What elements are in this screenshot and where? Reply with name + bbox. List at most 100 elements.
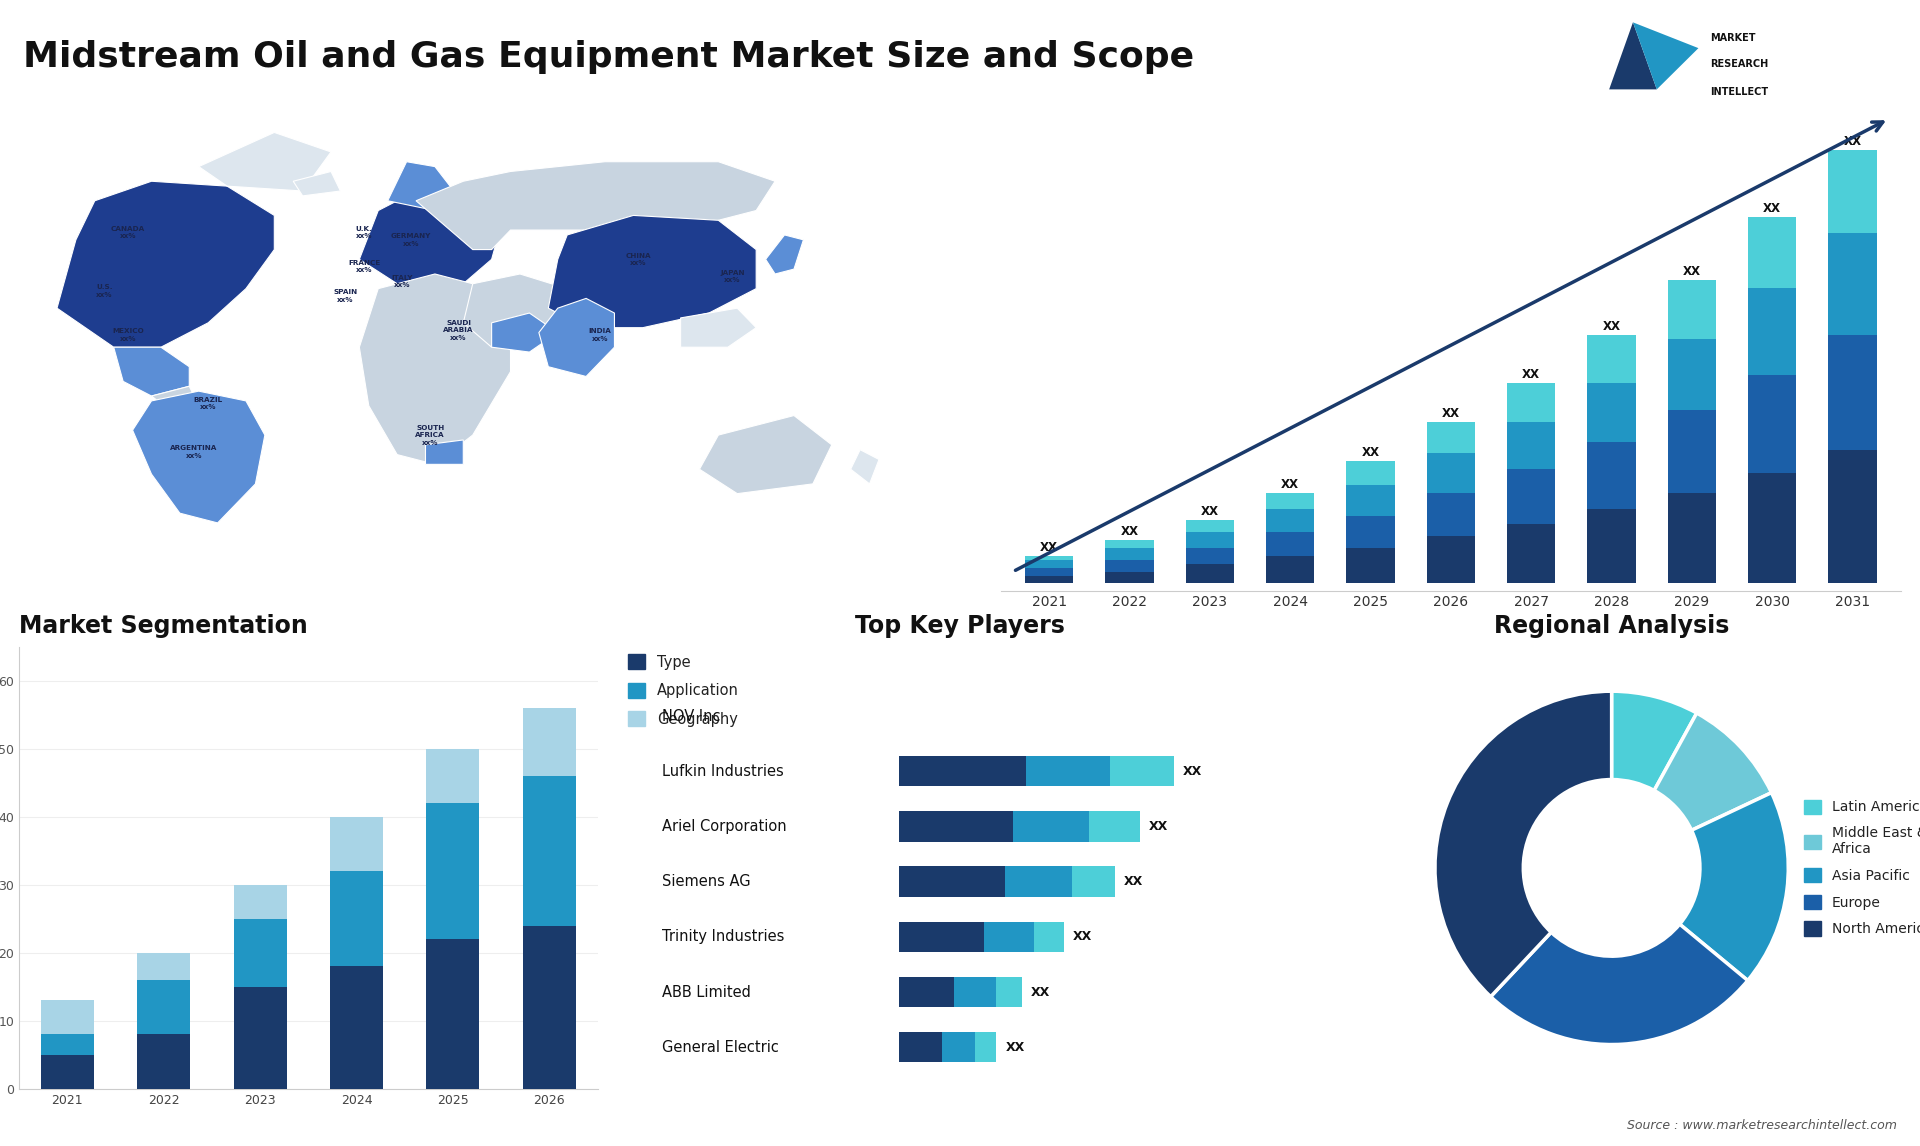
Polygon shape <box>1609 22 1657 89</box>
Text: NOV Inc: NOV Inc <box>662 708 720 723</box>
Bar <box>1187 564 1235 583</box>
Text: Lufkin Industries: Lufkin Industries <box>662 763 783 779</box>
Bar <box>426 749 480 803</box>
Polygon shape <box>388 162 453 211</box>
Text: RESEARCH: RESEARCH <box>1711 58 1768 69</box>
Polygon shape <box>294 172 340 196</box>
FancyBboxPatch shape <box>899 811 1014 841</box>
FancyBboxPatch shape <box>996 976 1021 1007</box>
Polygon shape <box>549 215 756 328</box>
Bar <box>234 987 286 1089</box>
FancyBboxPatch shape <box>899 921 983 952</box>
Bar <box>1507 383 1555 422</box>
Bar <box>1828 336 1876 449</box>
Text: SAUDI
ARABIA
xx%: SAUDI ARABIA xx% <box>444 320 474 340</box>
FancyBboxPatch shape <box>1025 756 1110 786</box>
Text: XX: XX <box>1041 541 1058 554</box>
Text: INDIA
xx%: INDIA xx% <box>589 328 612 342</box>
Text: SPAIN
xx%: SPAIN xx% <box>332 289 357 303</box>
Text: CANADA
xx%: CANADA xx% <box>111 226 146 240</box>
Text: XX: XX <box>1150 821 1169 833</box>
Bar <box>1265 532 1315 556</box>
Bar <box>1427 536 1475 583</box>
Bar <box>1346 517 1394 548</box>
Bar <box>1025 559 1073 567</box>
Bar <box>1507 422 1555 469</box>
Text: CHINA
xx%: CHINA xx% <box>626 252 651 266</box>
Text: ITALY
xx%: ITALY xx% <box>392 275 413 288</box>
Text: U.K.
xx%: U.K. xx% <box>355 226 372 240</box>
Text: MARKET: MARKET <box>1711 33 1755 42</box>
FancyBboxPatch shape <box>1004 866 1073 897</box>
Text: Source : www.marketresearchintellect.com: Source : www.marketresearchintellect.com <box>1626 1120 1897 1132</box>
Text: General Electric: General Electric <box>662 1039 780 1054</box>
Text: MEXICO
xx%: MEXICO xx% <box>111 328 144 342</box>
Bar <box>1187 548 1235 564</box>
Bar <box>138 952 190 980</box>
FancyBboxPatch shape <box>1073 866 1116 897</box>
Bar <box>1747 375 1797 473</box>
Legend: Latin America, Middle East &
Africa, Asia Pacific, Europe, North America: Latin America, Middle East & Africa, Asi… <box>1805 800 1920 936</box>
Bar <box>1828 150 1876 233</box>
Polygon shape <box>152 386 200 410</box>
Text: XX: XX <box>1361 447 1380 460</box>
FancyBboxPatch shape <box>941 1033 975 1062</box>
Bar <box>40 1035 94 1054</box>
Wedge shape <box>1680 793 1788 981</box>
Text: U.S.
xx%: U.S. xx% <box>96 284 113 298</box>
Text: Trinity Industries: Trinity Industries <box>662 929 785 944</box>
Bar <box>1427 422 1475 454</box>
Polygon shape <box>426 440 463 464</box>
Wedge shape <box>1611 691 1697 791</box>
Bar <box>138 1035 190 1089</box>
Polygon shape <box>132 391 265 523</box>
Text: XX: XX <box>1073 931 1092 943</box>
Bar <box>1828 449 1876 583</box>
FancyBboxPatch shape <box>899 866 1004 897</box>
Bar <box>1747 218 1797 288</box>
Text: ARGENTINA
xx%: ARGENTINA xx% <box>171 446 217 458</box>
Bar <box>1106 540 1154 548</box>
Bar <box>1025 575 1073 583</box>
Text: FRANCE
xx%: FRANCE xx% <box>348 260 380 274</box>
Bar <box>1668 493 1716 583</box>
Text: XX: XX <box>1603 321 1620 333</box>
FancyBboxPatch shape <box>899 976 954 1007</box>
Bar <box>1106 572 1154 583</box>
Text: XX: XX <box>1523 368 1540 380</box>
Bar <box>1828 233 1876 336</box>
Text: XX: XX <box>1763 203 1782 215</box>
Bar <box>1668 410 1716 493</box>
Title: Regional Analysis: Regional Analysis <box>1494 614 1730 638</box>
Bar <box>426 940 480 1089</box>
Bar <box>1106 548 1154 559</box>
Polygon shape <box>113 347 190 397</box>
Text: Market Segmentation: Market Segmentation <box>19 614 307 638</box>
Text: GERMANY
xx%: GERMANY xx% <box>392 233 432 246</box>
Text: BRAZIL
xx%: BRAZIL xx% <box>194 397 223 410</box>
FancyBboxPatch shape <box>1089 811 1140 841</box>
Bar <box>1507 525 1555 583</box>
Bar <box>1265 493 1315 509</box>
Legend: Type, Application, Geography: Type, Application, Geography <box>628 654 739 727</box>
Text: XX: XX <box>1281 478 1300 490</box>
Bar <box>1187 532 1235 548</box>
Text: XX: XX <box>1183 764 1202 778</box>
Text: XX: XX <box>1123 876 1142 888</box>
Text: Midstream Oil and Gas Equipment Market Size and Scope: Midstream Oil and Gas Equipment Market S… <box>23 40 1194 74</box>
Bar <box>1507 469 1555 525</box>
Text: Ariel Corporation: Ariel Corporation <box>662 819 787 834</box>
Polygon shape <box>540 298 614 377</box>
Polygon shape <box>492 313 559 352</box>
Bar <box>330 817 384 871</box>
Bar <box>234 919 286 987</box>
Text: XX: XX <box>1843 135 1862 149</box>
FancyBboxPatch shape <box>1110 756 1173 786</box>
Polygon shape <box>417 162 776 250</box>
Polygon shape <box>766 235 803 274</box>
Text: Siemens AG: Siemens AG <box>662 874 751 889</box>
Bar <box>40 1000 94 1035</box>
Text: INTELLECT: INTELLECT <box>1711 87 1768 97</box>
Wedge shape <box>1434 691 1611 997</box>
FancyBboxPatch shape <box>899 1033 941 1062</box>
